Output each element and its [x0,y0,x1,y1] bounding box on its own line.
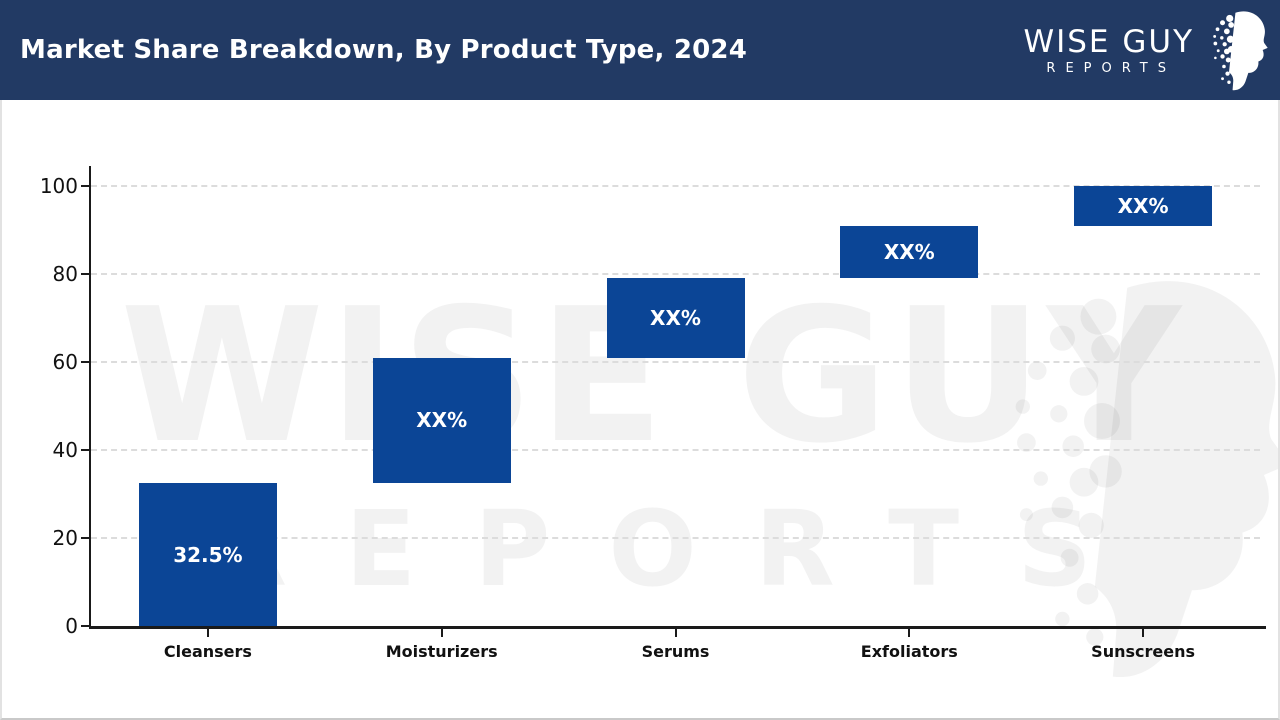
category-label-sunscreens: Sunscreens [1091,642,1195,661]
bar-value-label-exfoliators: XX% [883,239,935,264]
y-tick-label-100: 100 [39,174,78,198]
y-tick-mark-40 [81,449,90,451]
bar-segment-serums: XX% [606,278,745,358]
x-axis [89,626,1266,629]
y-tick-mark-80 [81,273,90,275]
gridline-80 [91,273,1260,275]
bar-value-label-cleansers: 32.5% [173,542,243,567]
chart-canvas: WISE GUY REPORTS 0 20 40 60 80 100 Cleansers Mo… [0,100,1280,720]
bar-value-label-serums: XX% [650,305,701,330]
logo-wordmark: WISE GUY [1023,24,1194,60]
waterfall-chart: 0 20 40 60 80 100 Cleansers Moisturizers Serums E… [2,100,1278,718]
x-tick-mark-sunscreens [1142,629,1145,637]
bar-segment-exfoliators: XX% [840,225,979,279]
y-tick-mark-60 [81,361,90,363]
logo-text: WISE GUY REPORTS [1023,24,1194,76]
gridline-60 [91,361,1260,363]
watermark-subtext: REPORTS [207,488,1151,610]
x-tick-mark-exfoliators [908,629,911,637]
y-tick-label-80: 80 [52,262,78,286]
category-label-cleansers: Cleansers [163,642,252,661]
x-tick-mark-serums [674,629,677,637]
y-tick-label-60: 60 [52,350,78,374]
header-bar: Market Share Breakdown, By Product Type,… [0,0,1280,100]
y-tick-label-20: 20 [52,526,78,550]
bar-segment-moisturizers: XX% [372,357,511,483]
bar-value-label-moisturizers: XX% [416,408,468,433]
category-label-serums: Serums [641,642,710,661]
y-tick-mark-100 [81,185,90,187]
page-title: Market Share Breakdown, By Product Type,… [20,35,747,65]
y-axis [89,166,91,629]
y-tick-mark-0 [81,625,90,627]
logo-subtext: REPORTS [1046,61,1177,76]
x-tick-mark-cleansers [206,629,209,637]
gridline-40 [91,449,1260,451]
bar-value-label-sunscreens: XX% [1117,193,1169,218]
y-tick-label-0: 0 [65,614,78,638]
wiseguy-head-icon [1213,11,1268,91]
x-tick-mark-moisturizers [440,629,443,637]
y-tick-mark-20 [81,537,90,539]
category-label-moisturizers: Moisturizers [385,642,498,661]
wiseguy-logo: WISE GUY REPORTS [1023,0,1270,100]
gridline-100 [91,185,1260,187]
category-label-exfoliators: Exfoliators [860,642,958,661]
gridline-20 [91,537,1260,539]
bar-segment-cleansers: 32.5% [138,483,277,626]
y-tick-label-40: 40 [52,438,78,462]
bar-segment-sunscreens: XX% [1074,186,1213,226]
